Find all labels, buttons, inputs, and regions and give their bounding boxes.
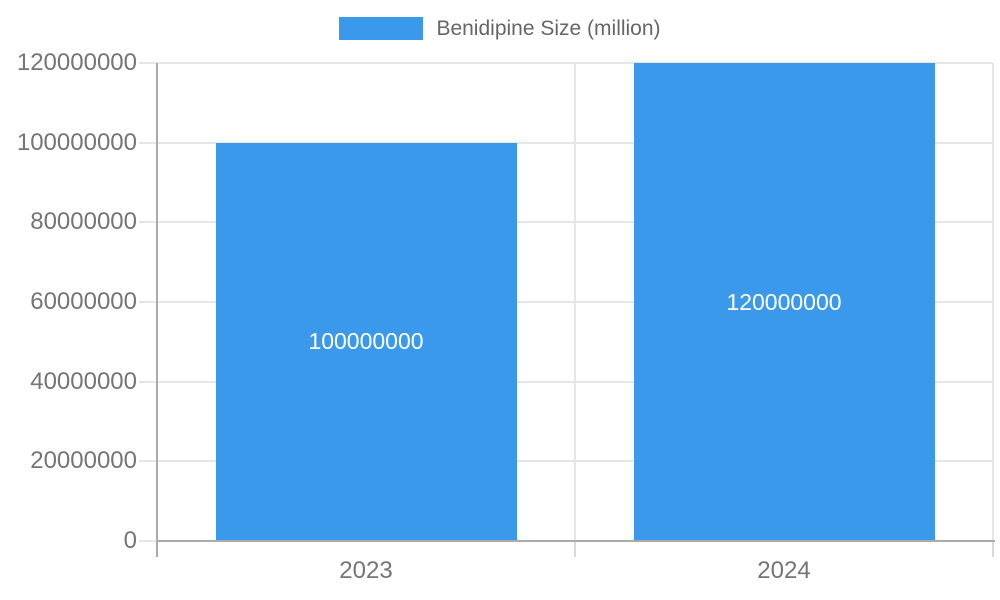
x-axis-line <box>156 540 995 542</box>
y-axis-tick-label: 20000000 <box>30 447 137 475</box>
y-axis-tick-label: 60000000 <box>30 288 137 315</box>
bar-value-label: 120000000 <box>726 288 842 315</box>
gridline <box>139 380 993 383</box>
legend-label: Benidipine Size (million) <box>436 17 661 40</box>
gridline <box>139 221 993 224</box>
gridline <box>139 460 993 463</box>
y-axis-tick <box>139 540 157 542</box>
bar-value-label: 100000000 <box>308 328 424 355</box>
legend-swatch-icon <box>339 17 424 40</box>
x-axis-tick <box>574 541 576 557</box>
category-boundary-gridline <box>992 63 994 541</box>
gridline <box>139 141 993 144</box>
y-axis-line <box>156 63 158 557</box>
y-axis-tick-label: 120000000 <box>16 49 137 76</box>
x-axis-category-label: 2023 <box>339 557 393 584</box>
y-axis-tick-label: 80000000 <box>30 208 137 236</box>
y-axis-tick-label: 100000000 <box>16 128 137 156</box>
legend[interactable]: Benidipine Size (million) <box>0 17 1000 40</box>
y-axis-tick-label: 40000000 <box>30 367 137 395</box>
bar-2024[interactable]: 120000000 <box>633 63 935 541</box>
x-axis-tick <box>992 541 994 557</box>
gridline <box>139 62 993 64</box>
gridline <box>139 301 993 303</box>
y-axis-tick-label: 0 <box>123 527 137 554</box>
category-boundary-gridline <box>574 63 576 541</box>
bar-2023[interactable]: 100000000 <box>215 142 517 541</box>
x-axis-category-label: 2024 <box>757 557 811 584</box>
